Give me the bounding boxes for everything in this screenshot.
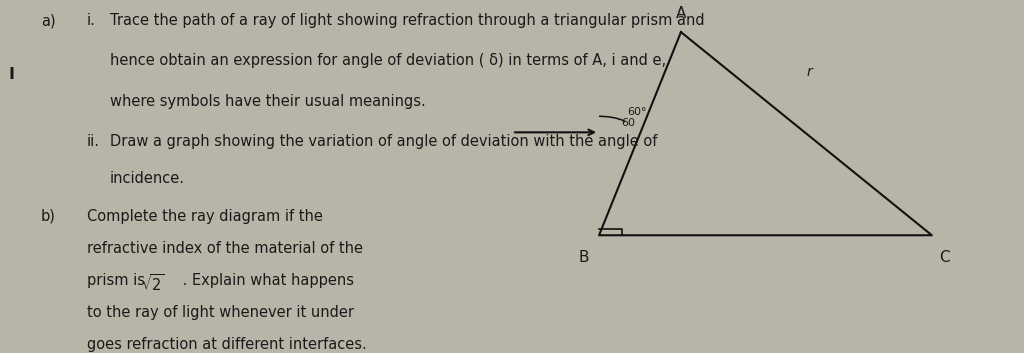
Text: where symbols have their usual meanings.: where symbols have their usual meanings.	[110, 94, 425, 109]
Text: Draw a graph showing the variation of angle of deviation with the angle of: Draw a graph showing the variation of an…	[110, 134, 657, 149]
Text: Complete the ray diagram if the: Complete the ray diagram if the	[87, 209, 323, 223]
Text: b): b)	[41, 209, 56, 223]
Text: B: B	[579, 250, 589, 265]
Text: incidence.: incidence.	[110, 171, 184, 186]
Text: Trace the path of a ray of light showing refraction through a triangular prism a: Trace the path of a ray of light showing…	[110, 13, 705, 28]
Text: refractive index of the material of the: refractive index of the material of the	[87, 241, 364, 256]
Text: r: r	[806, 65, 812, 79]
Text: $\sqrt{2}$: $\sqrt{2}$	[141, 273, 165, 294]
Text: A: A	[676, 6, 686, 22]
Text: prism is: prism is	[87, 273, 150, 288]
Text: hence obtain an expression for angle of deviation ( δ) in terms of A, i and e,: hence obtain an expression for angle of …	[110, 53, 666, 68]
Text: I: I	[8, 67, 14, 82]
Text: 60°: 60°	[628, 107, 647, 117]
Text: a): a)	[41, 13, 55, 28]
Text: goes refraction at different interfaces.: goes refraction at different interfaces.	[87, 337, 367, 352]
Text: ii.: ii.	[87, 134, 100, 149]
Text: 60: 60	[622, 118, 636, 128]
Text: . Explain what happens: . Explain what happens	[178, 273, 354, 288]
Text: to the ray of light whenever it under: to the ray of light whenever it under	[87, 305, 354, 320]
Text: C: C	[939, 250, 949, 265]
Text: i.: i.	[87, 13, 96, 28]
